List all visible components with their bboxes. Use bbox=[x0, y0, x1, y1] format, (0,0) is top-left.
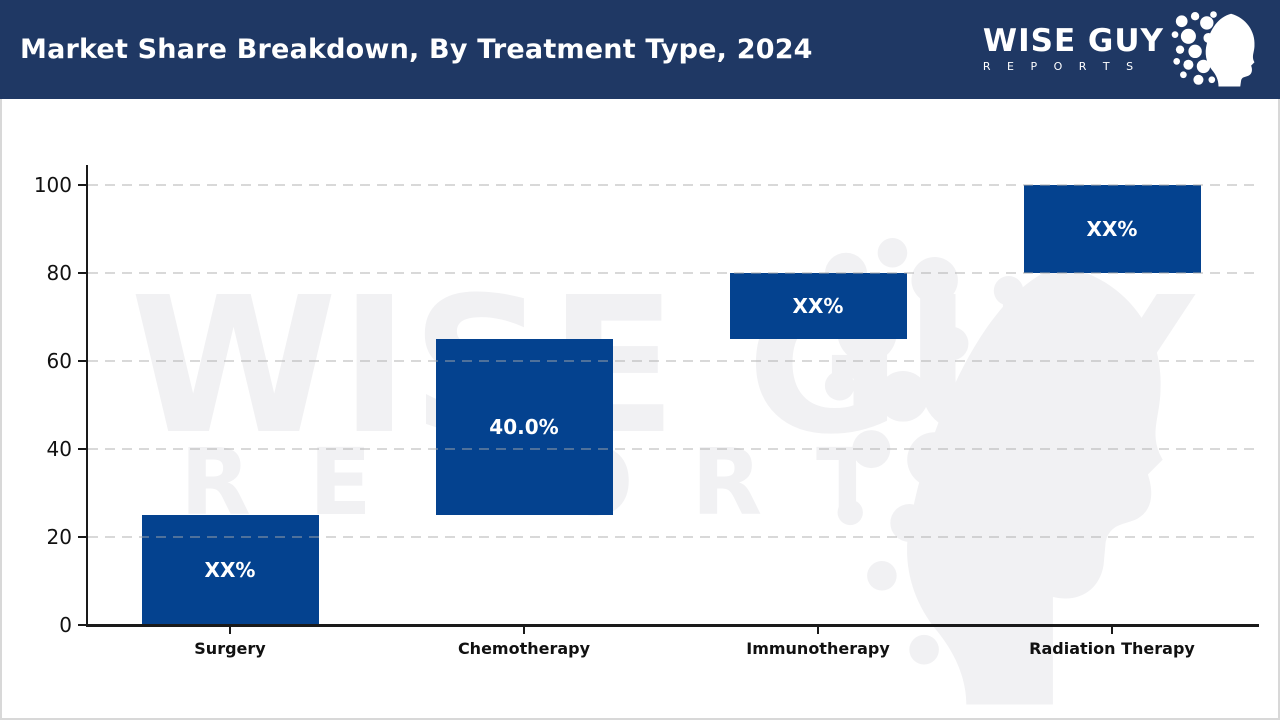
x-axis-tick-3 bbox=[1111, 627, 1113, 634]
y-axis-tick-100 bbox=[78, 184, 86, 186]
wise-guy-reports-logo: WISE GUY R E P O R T S bbox=[983, 5, 1262, 95]
x-axis-tick-2 bbox=[817, 627, 819, 634]
page-title: Market Share Breakdown, By Treatment Typ… bbox=[20, 34, 813, 65]
y-tick-label: 60 bbox=[46, 349, 72, 373]
y-tick-label: 80 bbox=[46, 261, 72, 285]
chart-area: WISE GUY REPORTS bbox=[0, 99, 1280, 720]
y-axis-tick-0 bbox=[78, 624, 86, 626]
watermark-name-text: WISE GUY bbox=[130, 257, 1196, 476]
gridline-20 bbox=[88, 536, 1258, 538]
bar-radiation-therapy: XX% bbox=[1023, 185, 1201, 273]
x-category-label: Radiation Therapy bbox=[1029, 639, 1195, 658]
bar-value-label: XX% bbox=[792, 294, 844, 318]
logo-text: WISE GUY R E P O R T S bbox=[982, 23, 1164, 74]
bar-immunotherapy: XX% bbox=[729, 273, 907, 339]
logo-name-text: WISE GUY bbox=[982, 23, 1164, 59]
x-category-label: Immunotherapy bbox=[746, 639, 890, 658]
y-axis-line bbox=[86, 165, 88, 627]
logo-sub-text: R E P O R T S bbox=[982, 60, 1140, 73]
logo-head-icon bbox=[1170, 5, 1262, 95]
y-axis-tick-80 bbox=[78, 272, 86, 274]
y-axis-tick-60 bbox=[78, 360, 86, 362]
x-axis-line bbox=[86, 624, 1259, 627]
bar-surgery: XX% bbox=[141, 515, 319, 625]
bar-value-label: XX% bbox=[1086, 217, 1138, 241]
x-axis-tick-1 bbox=[523, 627, 525, 634]
y-tick-label: 40 bbox=[46, 437, 72, 461]
gridline-100 bbox=[88, 184, 1258, 186]
bar-value-label: XX% bbox=[204, 558, 256, 582]
y-tick-label: 100 bbox=[33, 173, 72, 197]
header-band: Market Share Breakdown, By Treatment Typ… bbox=[0, 0, 1280, 99]
bar-value-label: 40.0% bbox=[489, 415, 559, 439]
gridline-80 bbox=[88, 272, 1258, 274]
y-tick-label: 20 bbox=[46, 525, 72, 549]
x-category-label: Chemotherapy bbox=[457, 639, 591, 658]
x-category-label: Surgery bbox=[194, 639, 266, 658]
y-axis-tick-40 bbox=[78, 448, 86, 450]
y-axis-tick-20 bbox=[78, 536, 86, 538]
x-axis-tick-0 bbox=[229, 627, 231, 634]
gridline-40 bbox=[88, 448, 1258, 450]
y-tick-label: 0 bbox=[59, 613, 72, 637]
gridline-60 bbox=[88, 360, 1258, 362]
bar-chemotherapy: 40.0% bbox=[435, 339, 613, 515]
